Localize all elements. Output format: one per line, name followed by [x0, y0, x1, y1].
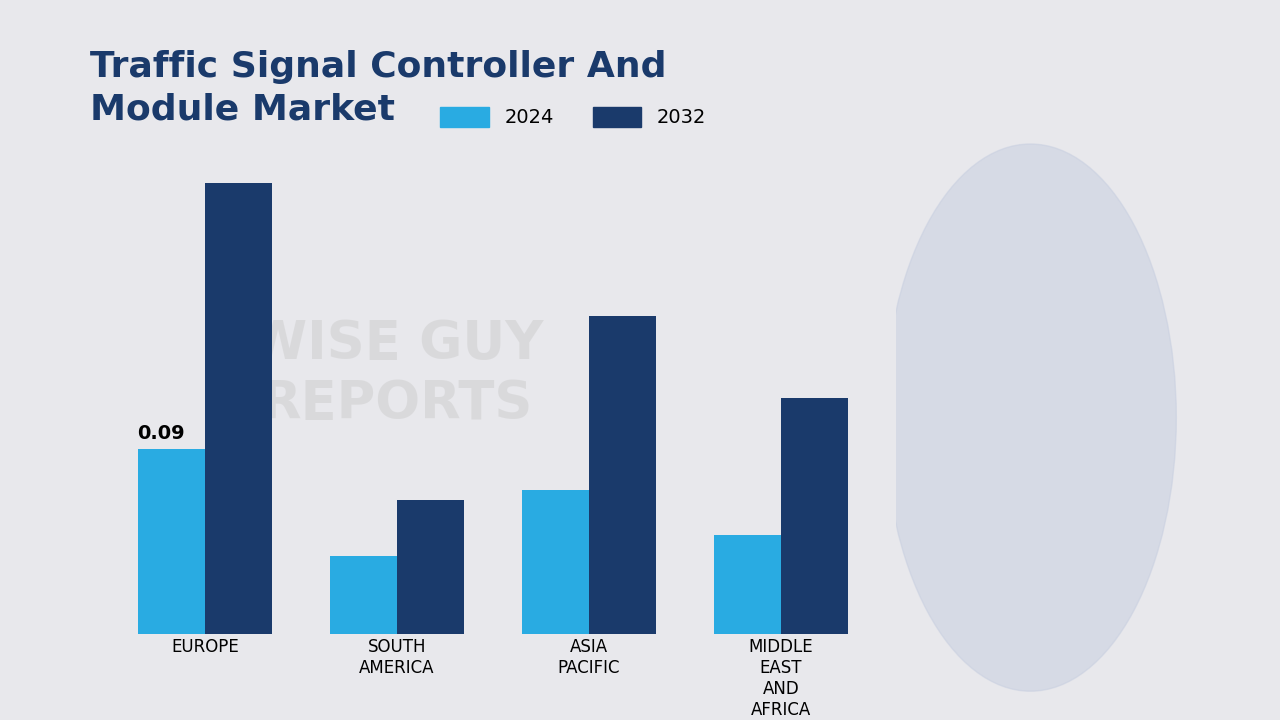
Bar [330, 556, 397, 634]
Bar [589, 316, 655, 634]
Bar [781, 398, 849, 634]
Bar [138, 449, 205, 634]
Text: Traffic Signal Controller And
Module Market: Traffic Signal Controller And Module Mar… [90, 50, 666, 127]
Bar [714, 535, 781, 634]
Legend: 2024, 2032: 2024, 2032 [433, 99, 714, 135]
Text: WISE GUY
REPORTS: WISE GUY REPORTS [248, 318, 543, 431]
Text: 0.09: 0.09 [137, 424, 184, 443]
Bar [205, 183, 273, 634]
Circle shape [884, 144, 1176, 691]
Bar [522, 490, 589, 634]
Bar [397, 500, 463, 634]
